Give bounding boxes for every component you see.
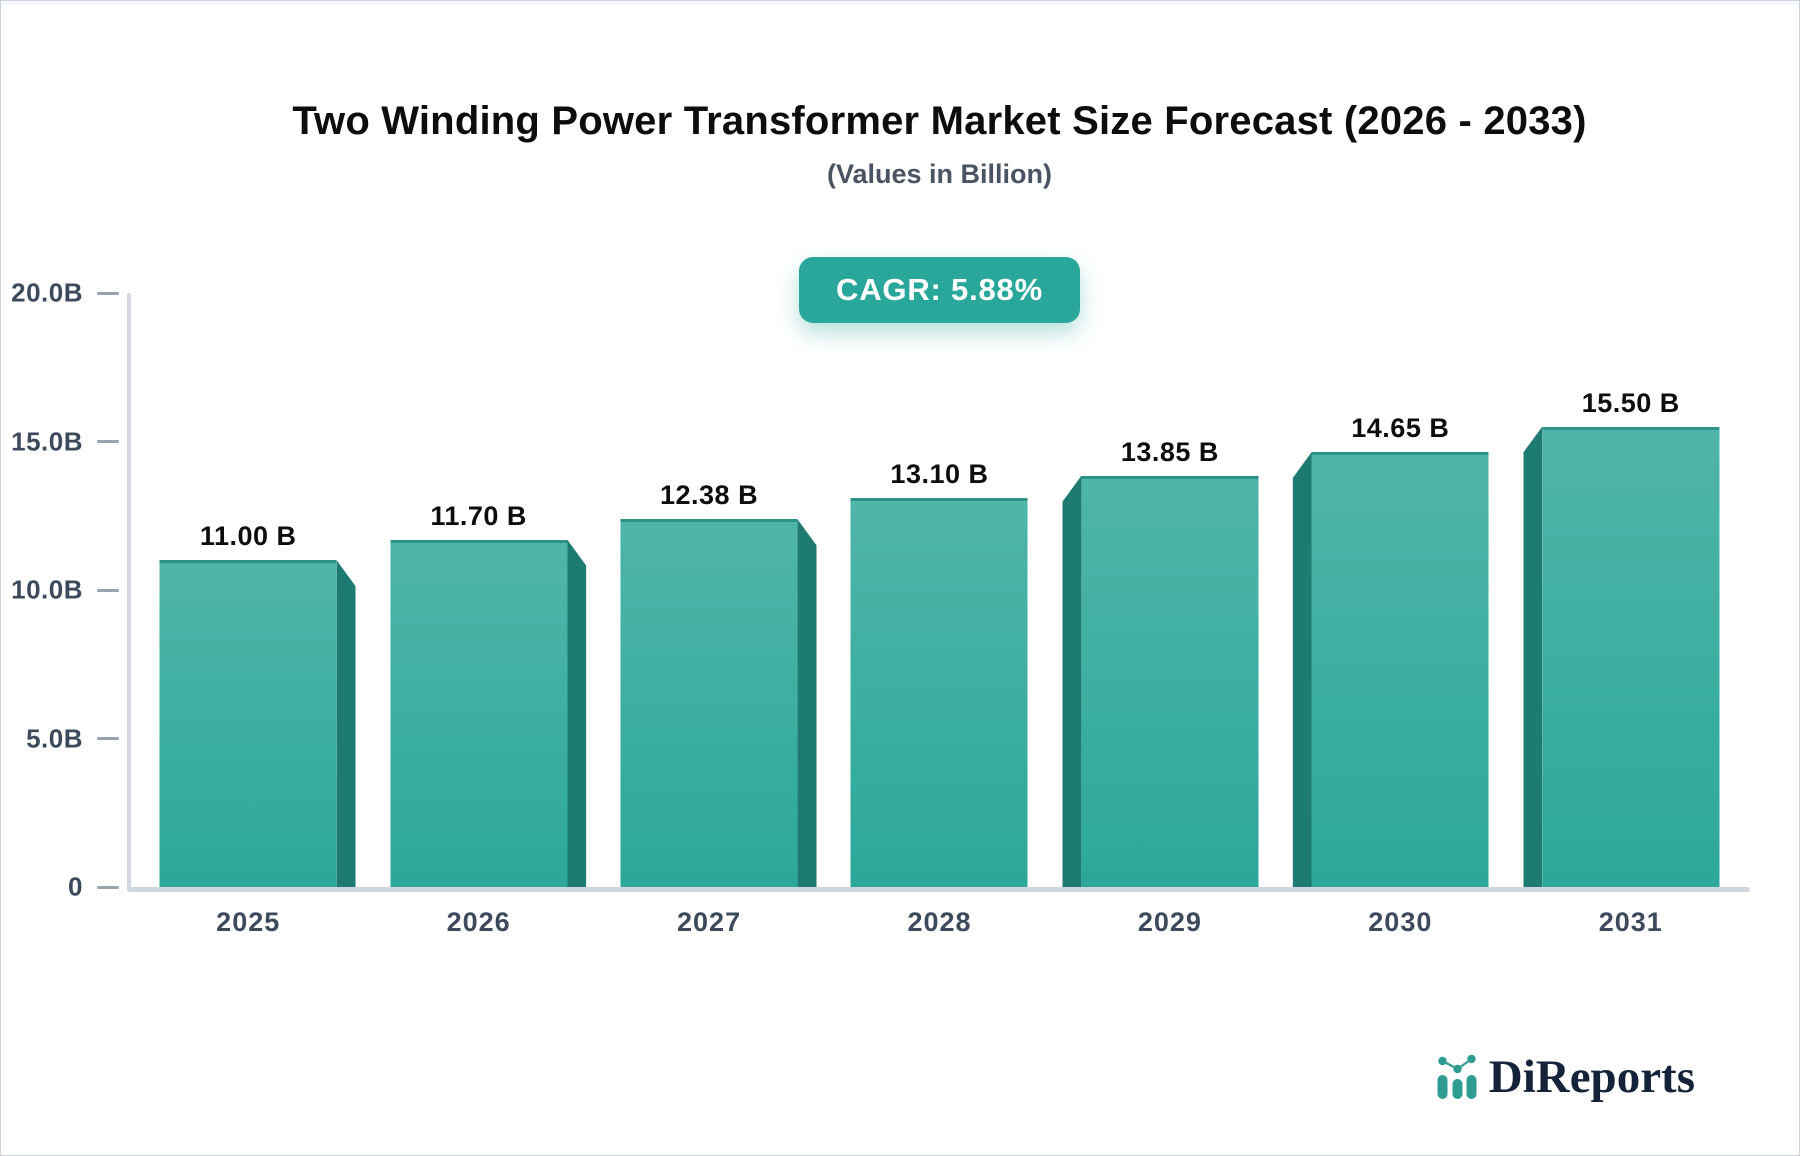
y-axis-tick-label: 10.0B: [11, 574, 83, 605]
bar-value-label: 13.10 B: [890, 458, 989, 489]
y-axis-tick: [97, 291, 119, 295]
bar-chart-logo-icon: [1437, 1054, 1477, 1099]
bar-value-label: 15.50 B: [1581, 387, 1680, 418]
chart-subtitle: (Values in Billion): [826, 159, 1053, 189]
y-axis: 0 5.0B 10.0B 15.0B 20.0B: [1, 278, 127, 902]
y-axis-tick: [97, 588, 119, 592]
y-axis-tick: [97, 440, 119, 443]
x-axis-label: 2031: [1598, 907, 1663, 937]
chart-title: Two Winding Power Transformer Market Siz…: [292, 99, 1587, 143]
bar-slot: 15.50 B: [1516, 293, 1746, 887]
brand-logo: DiReports: [1435, 1053, 1695, 1101]
bar-2029: 13.85 B: [1062, 437, 1259, 887]
bars-container: 11.00 B 11.70 B 12.38 B 13.10 B 13.85 B 14.65…: [133, 293, 1746, 887]
bar-side-face: [1292, 451, 1312, 887]
bar-2026: 11.70 B: [390, 501, 587, 887]
cagr-badge: CAGR: 5.88%: [799, 257, 1080, 323]
plot-area: 11.00 B 11.70 B 12.38 B 13.10 B 13.85 B 14.65…: [127, 293, 1750, 892]
bar-side-face: [567, 539, 587, 887]
bar-side-face: [1062, 475, 1082, 887]
bar-slot: 13.85 B: [1055, 293, 1285, 887]
bar-2027: 12.38 B: [620, 480, 817, 887]
bar-side-face: [797, 519, 817, 887]
bar-side-face: [336, 560, 356, 887]
bar-value-label: 11.00 B: [199, 521, 297, 552]
y-axis-line: [127, 293, 131, 891]
x-axis-label: 2028: [907, 907, 972, 937]
top-border-strip: [1, 1, 1799, 5]
y-axis-tick: [97, 885, 119, 889]
bar-side-face: [1523, 426, 1543, 887]
bar-value-label: 12.38 B: [660, 480, 759, 511]
x-axis-label: 2027: [677, 907, 742, 937]
y-axis-tick: [97, 737, 119, 740]
bar-value-label: 11.70 B: [430, 500, 527, 531]
y-axis-tick-label: 15.0B: [11, 426, 83, 456]
brand-name: DiReports: [1488, 1051, 1695, 1103]
bar-2031: 15.50 B: [1523, 388, 1720, 887]
bar-slot: 14.65 B: [1285, 293, 1515, 887]
cagr-badge-row: CAGR: 5.88%: [133, 257, 1746, 323]
bar-value-label: 13.85 B: [1120, 436, 1219, 467]
y-axis-tick-label: 0: [68, 871, 83, 902]
y-axis-tick-label: 20.0B: [11, 277, 83, 308]
x-axis-line: [127, 887, 1750, 892]
x-axis-label: 2025: [216, 907, 281, 937]
bar-2025: 11.00 B: [159, 521, 356, 887]
bar-value-label: 14.65 B: [1351, 412, 1450, 443]
x-axis-label: 2029: [1137, 907, 1202, 937]
bar-slot: 11.00 B: [133, 293, 363, 887]
x-axis: 2025 2026 2027 2028 2029 2030 2031: [133, 907, 1746, 938]
x-axis-label: 2030: [1368, 907, 1433, 937]
bar-slot: 13.10 B: [824, 293, 1054, 887]
bar-2028: 13.10 B: [850, 459, 1028, 887]
bar-slot: 12.38 B: [594, 293, 824, 887]
y-axis-tick-label: 5.0B: [26, 723, 83, 753]
x-axis-label: 2026: [446, 907, 511, 937]
bar-slot: 11.70 B: [363, 293, 593, 887]
bar-2030: 14.65 B: [1292, 413, 1489, 887]
